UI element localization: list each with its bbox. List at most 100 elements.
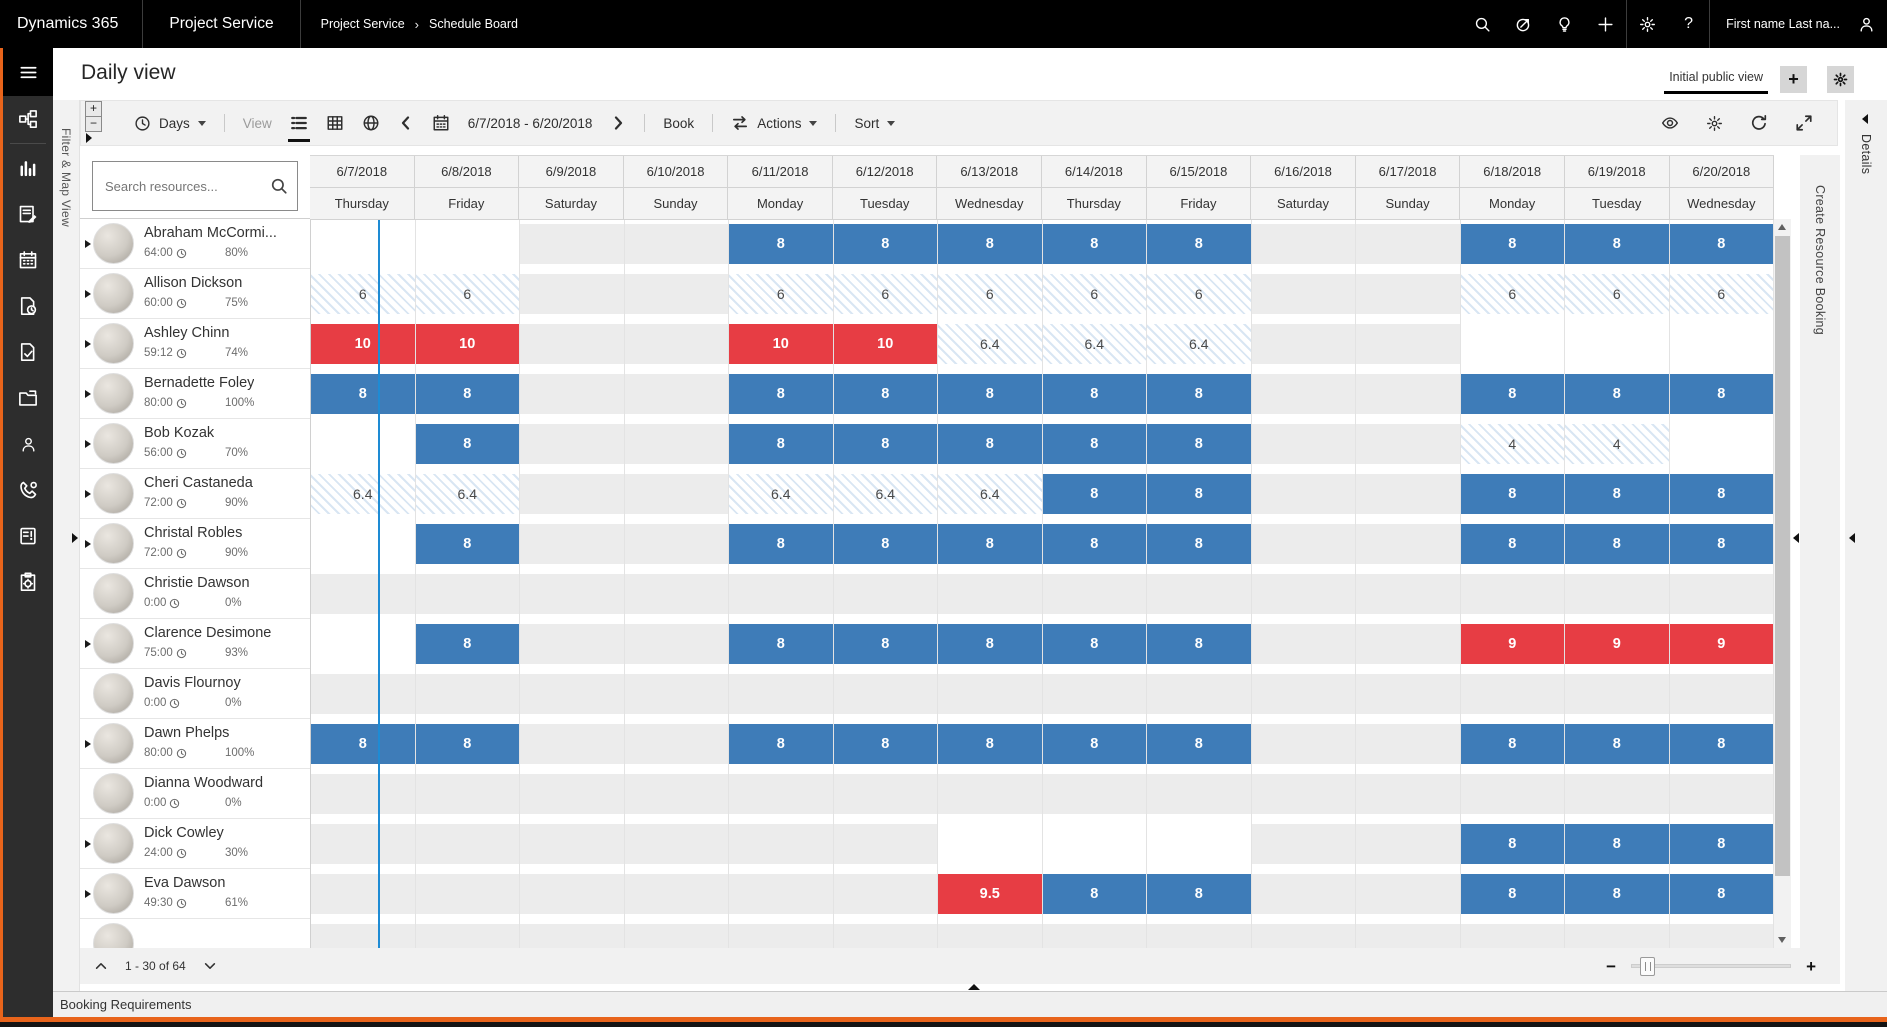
booking-cell[interactable]: 8 [311, 369, 416, 419]
booking-cell[interactable] [624, 919, 729, 948]
resource-row[interactable] [80, 919, 310, 948]
booking-cell[interactable] [938, 569, 1043, 619]
booking-cell[interactable]: 8 [938, 519, 1043, 569]
booking-cell[interactable] [520, 669, 625, 719]
booking-cell[interactable]: 8 [833, 219, 938, 269]
booking-cell[interactable]: 6 [415, 269, 520, 319]
booking-cell[interactable] [624, 319, 729, 369]
booking-cell[interactable]: 8 [1669, 469, 1774, 519]
sort-menu-button[interactable]: Sort [845, 101, 904, 145]
booking-cell[interactable] [938, 919, 1043, 948]
booking-cell[interactable] [1356, 919, 1461, 948]
booking-cell[interactable] [729, 569, 834, 619]
booking-cell[interactable] [415, 569, 520, 619]
folder-icon[interactable] [3, 375, 53, 421]
booking-cell[interactable] [1356, 869, 1461, 919]
booking-cell[interactable]: 8 [1147, 719, 1252, 769]
booking-cell[interactable] [1356, 519, 1461, 569]
booking-cell[interactable]: 6.4 [415, 469, 520, 519]
resource-row[interactable]: Davis Flournoy 0:00 0% [80, 669, 310, 719]
notes-icon[interactable] [3, 191, 53, 237]
booking-cell[interactable]: 8 [1565, 819, 1670, 869]
booking-cell[interactable]: 8 [1669, 519, 1774, 569]
booking-cell[interactable] [1251, 919, 1356, 948]
tab-initial-public-view[interactable]: Initial public view [1664, 70, 1768, 94]
booking-cell[interactable] [1670, 319, 1774, 369]
booking-cell[interactable] [520, 369, 625, 419]
booking-cell[interactable]: 8 [1565, 719, 1670, 769]
booking-cell[interactable]: 8 [938, 619, 1043, 669]
booking-cell[interactable]: 8 [1565, 469, 1670, 519]
previous-range-button[interactable] [389, 101, 423, 145]
booking-cell[interactable] [1460, 569, 1565, 619]
booking-cell[interactable]: 9 [1460, 619, 1565, 669]
booking-cell[interactable] [624, 769, 729, 819]
resource-row[interactable]: Clarence Desimone 75:00 93% [80, 619, 310, 669]
booking-cell[interactable] [311, 419, 416, 469]
booking-cell[interactable] [1460, 919, 1565, 948]
booking-cell[interactable]: 8 [833, 419, 938, 469]
clipboard-gear-icon[interactable] [3, 559, 53, 605]
booking-cell[interactable]: 8 [1460, 719, 1565, 769]
booking-cell[interactable] [1251, 619, 1356, 669]
booking-cell[interactable] [311, 519, 416, 569]
booking-cell[interactable] [624, 219, 729, 269]
booking-cell[interactable]: 8 [311, 719, 416, 769]
resource-row[interactable]: Ashley Chinn 59:12 74% [80, 319, 310, 369]
zoom-in-button[interactable]: + [1806, 956, 1816, 976]
booking-cell[interactable] [520, 319, 625, 369]
help-icon[interactable]: ? [1684, 15, 1694, 32]
booking-cell[interactable]: 8 [415, 419, 520, 469]
booking-cell[interactable] [311, 569, 416, 619]
booking-cell[interactable]: 4 [1460, 419, 1565, 469]
booking-cell[interactable] [729, 819, 834, 869]
zoom-slider-handle[interactable] [1640, 957, 1656, 976]
breadcrumb-project-service[interactable]: Project Service [320, 17, 405, 31]
booking-cell[interactable]: 8 [415, 369, 520, 419]
booking-cell[interactable] [729, 919, 834, 948]
booking-cell[interactable]: 8 [1042, 519, 1147, 569]
page-up-icon[interactable] [94, 959, 108, 973]
expand-row-icon[interactable] [85, 890, 91, 898]
booking-cell[interactable]: 8 [1565, 219, 1670, 269]
booking-cell[interactable]: 8 [729, 369, 834, 419]
booking-cell[interactable] [624, 469, 729, 519]
booking-cell[interactable] [1251, 469, 1356, 519]
booking-cell[interactable] [1669, 569, 1774, 619]
lightbulb-icon[interactable] [1544, 0, 1585, 48]
booking-cell[interactable]: 8 [1669, 369, 1774, 419]
document-clock-icon[interactable] [3, 283, 53, 329]
booking-cell[interactable] [1147, 819, 1252, 869]
expand-row-icon[interactable] [85, 840, 91, 848]
booking-cell[interactable] [1356, 269, 1461, 319]
booking-cell[interactable]: 8 [938, 369, 1043, 419]
booking-cell[interactable]: 8 [1460, 219, 1565, 269]
booking-cell[interactable] [1565, 919, 1670, 948]
booking-cell[interactable] [624, 819, 729, 869]
booking-cell[interactable] [520, 869, 625, 919]
resource-row[interactable]: Abraham McCormi... 64:00 80% [80, 219, 310, 269]
booking-cell[interactable]: 6 [938, 269, 1043, 319]
booking-cell[interactable]: 10 [415, 319, 520, 369]
page-down-icon[interactable] [203, 959, 217, 973]
book-button[interactable]: Book [663, 115, 695, 131]
booking-cell[interactable]: 8 [1147, 869, 1252, 919]
booking-cell[interactable] [1043, 819, 1147, 869]
booking-cell[interactable] [1356, 669, 1461, 719]
search-icon[interactable] [270, 177, 288, 195]
expand-row-icon[interactable] [85, 290, 91, 298]
booking-cell[interactable]: 6 [1042, 269, 1147, 319]
resource-row[interactable]: Dick Cowley 24:00 30% [80, 819, 310, 869]
booking-cell[interactable]: 6.4 [729, 469, 834, 519]
visibility-eye-button[interactable] [1661, 114, 1679, 132]
alert-card-icon[interactable] [3, 513, 53, 559]
booking-cell[interactable] [1461, 319, 1565, 369]
booking-cell[interactable] [520, 919, 625, 948]
booking-cell[interactable] [415, 769, 520, 819]
booking-cell[interactable]: 6 [729, 269, 834, 319]
booking-cell[interactable]: 10 [311, 319, 416, 369]
booking-cell[interactable] [520, 269, 625, 319]
booking-cell[interactable] [520, 619, 625, 669]
expand-row-icon[interactable] [85, 540, 91, 548]
booking-cell[interactable]: 6 [833, 269, 938, 319]
